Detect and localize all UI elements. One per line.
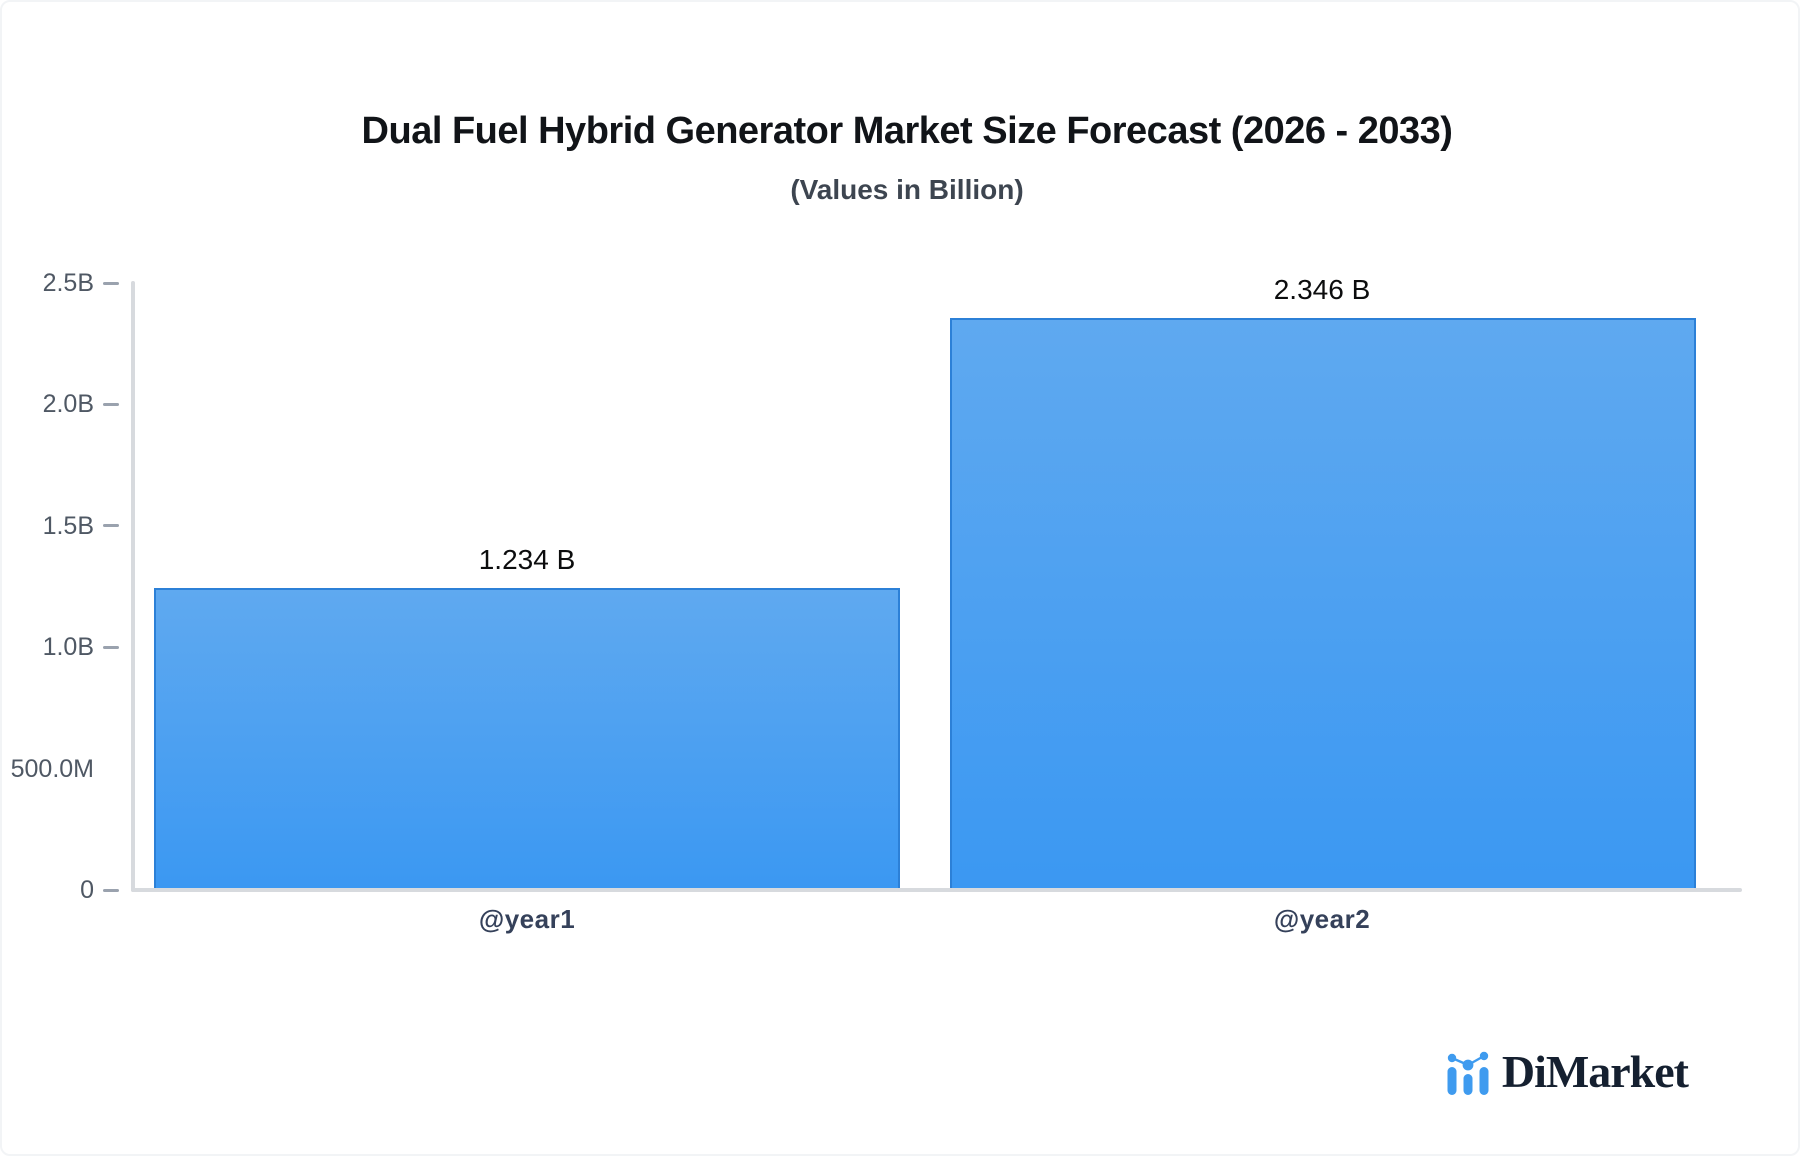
- plot-area: 1.234 B 2.346 B @year1 @year2: [131, 274, 1744, 934]
- x-tick-label-year2: @year2: [1273, 904, 1371, 934]
- y-axis-line: [131, 281, 135, 892]
- y-tick: 1.5B: [2, 511, 119, 541]
- y-tick-dash: [103, 888, 119, 892]
- y-tick-dash: [103, 402, 119, 406]
- bar-chart-logo-icon: [1447, 1051, 1489, 1095]
- y-tick-dash: [103, 645, 119, 649]
- y-tick: 500.0M: [2, 754, 119, 784]
- y-tick-label: 500.0M: [10, 754, 94, 783]
- y-tick-label: 0: [80, 876, 94, 904]
- y-tick-label: 1.0B: [42, 633, 94, 662]
- brand-logo-text: DiMarket: [1501, 1046, 1689, 1097]
- y-tick-label: 1.5B: [42, 511, 94, 540]
- brand-logo[interactable]: DiMarket: [1446, 1046, 1689, 1102]
- x-axis-line: [131, 888, 1742, 892]
- chart-title: Dual Fuel Hybrid Generator Market Size F…: [361, 110, 1453, 152]
- bar-value-label-year2: 2.346 B: [1273, 274, 1371, 306]
- chart-subtitle: (Values in Billion): [790, 174, 1024, 205]
- y-tick: 0: [2, 875, 119, 905]
- x-tick-label-year1: @year1: [478, 904, 576, 934]
- bar-value-label-year1: 1.234 B: [478, 544, 576, 576]
- y-tick-label: 2.0B: [42, 390, 94, 419]
- y-tick-dash: [103, 524, 119, 528]
- bar-year2[interactable]: [950, 318, 1696, 888]
- y-tick-label: 2.5B: [42, 269, 94, 297]
- bar-year1[interactable]: [154, 588, 900, 888]
- y-tick: 1.0B: [2, 632, 119, 662]
- y-tick-dash: [103, 281, 119, 285]
- y-tick: 2.5B: [2, 268, 119, 298]
- y-tick: 2.0B: [2, 389, 119, 419]
- y-axis-tick-labels: 2.5B 2.0B 1.5B 1.0B 500.0M 0: [2, 269, 119, 904]
